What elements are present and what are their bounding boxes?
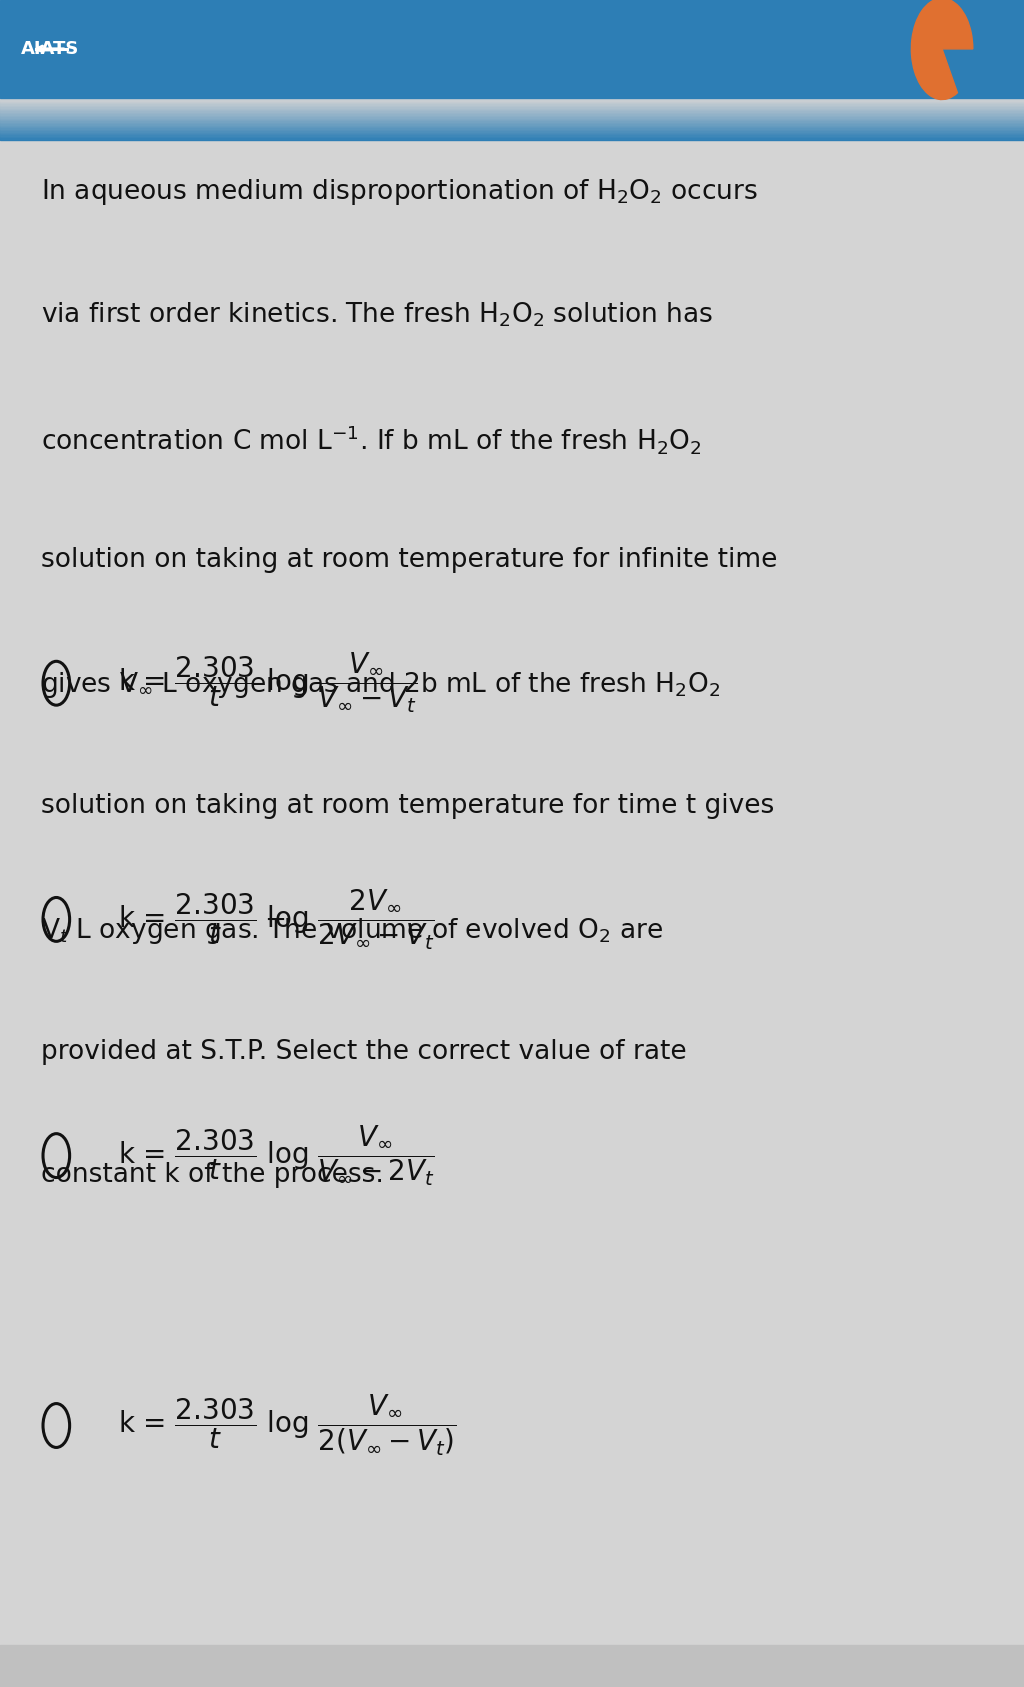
Text: via first order kinetics. The fresh H$_2$O$_2$ solution has: via first order kinetics. The fresh H$_2… bbox=[41, 300, 713, 329]
Wedge shape bbox=[911, 0, 973, 100]
Text: solution on taking at room temperature for infinite time: solution on taking at room temperature f… bbox=[41, 547, 777, 572]
Text: k = $\dfrac{2.303}{t}$ log $\dfrac{V_{\infty}}{V_{\infty} - 2V_t}$: k = $\dfrac{2.303}{t}$ log $\dfrac{V_{\i… bbox=[118, 1124, 434, 1188]
Text: constant k of the process.: constant k of the process. bbox=[41, 1162, 384, 1188]
Text: k = $\dfrac{2.303}{t}$ log $\dfrac{V_{\infty}}{2(V_{\infty} - V_t)}$: k = $\dfrac{2.303}{t}$ log $\dfrac{V_{\i… bbox=[118, 1393, 457, 1458]
Bar bbox=[0, 1645, 1024, 1687]
Text: V$_t$ L oxygen gas. The volume of evolved O$_2$ are: V$_t$ L oxygen gas. The volume of evolve… bbox=[41, 916, 663, 946]
Text: k = $\dfrac{2.303}{t}$ log $\dfrac{2V_{\infty}}{2V_{\infty} - V_t}$: k = $\dfrac{2.303}{t}$ log $\dfrac{2V_{\… bbox=[118, 887, 434, 951]
Text: provided at S.T.P. Select the correct value of rate: provided at S.T.P. Select the correct va… bbox=[41, 1039, 686, 1064]
Text: concentration C mol L$^{-1}$. If b mL of the fresh H$_2$O$_2$: concentration C mol L$^{-1}$. If b mL of… bbox=[41, 423, 701, 457]
Bar bbox=[0, 0, 1024, 98]
Text: AIATS: AIATS bbox=[20, 40, 79, 57]
Text: In aqueous medium disproportionation of H$_2$O$_2$ occurs: In aqueous medium disproportionation of … bbox=[41, 177, 758, 208]
Text: gives V$_{\infty}$ L oxygen gas and 2b mL of the fresh H$_2$O$_2$: gives V$_{\infty}$ L oxygen gas and 2b m… bbox=[41, 670, 720, 700]
Text: solution on taking at room temperature for time t gives: solution on taking at room temperature f… bbox=[41, 793, 774, 818]
Text: k = $\dfrac{2.303}{t}$ log $\dfrac{V_{\infty}}{V_{\infty} - V_t}$: k = $\dfrac{2.303}{t}$ log $\dfrac{V_{\i… bbox=[118, 651, 417, 715]
